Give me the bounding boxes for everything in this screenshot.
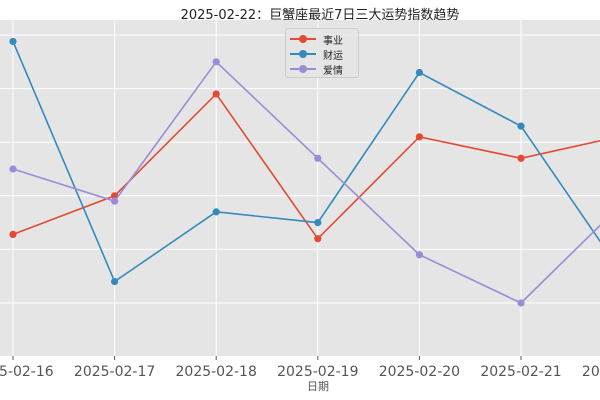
legend: 事业 财运 爱情: [285, 28, 359, 78]
data-point: [212, 90, 220, 98]
series-财运: [9, 37, 600, 286]
x-tick-label: 2025-02-21: [480, 364, 561, 380]
data-point: [9, 37, 17, 46]
x-tick-label: 2025-02-19: [277, 364, 358, 380]
data-point: [314, 154, 322, 162]
data-point: [517, 299, 525, 307]
legend-marker-icon: [290, 34, 316, 44]
x-tick-label: 2025-02-17: [74, 364, 155, 380]
chart-title: 2025-02-22：巨蟹座最近7日三大运势指数趋势: [180, 8, 460, 23]
x-axis: 2025-02-16 2025-02-17 2025-02-18 2025-02-19…: [0, 356, 600, 380]
legend-item: 事业: [290, 32, 343, 47]
x-tick-label: 2025-02-22: [582, 364, 600, 380]
x-tick-label: 2025-02-20: [379, 364, 460, 380]
series-爱情: [9, 58, 600, 307]
legend-item: 财运: [290, 47, 343, 62]
legend-label: 爱情: [323, 65, 343, 77]
data-point: [212, 58, 220, 66]
x-tick-label: 2025-02-18: [176, 364, 257, 380]
data-point: [415, 133, 423, 141]
data-point: [517, 122, 525, 130]
data-point: [111, 197, 119, 205]
series-lines: [9, 37, 600, 307]
series-事业: [9, 90, 600, 243]
x-axis-label: 日期: [307, 380, 329, 393]
legend-marker-icon: [290, 64, 316, 74]
data-point: [9, 230, 17, 238]
legend-item: 爱情: [290, 62, 343, 77]
legend-marker-icon: [290, 49, 316, 59]
x-tick-label: 2025-02-16: [0, 364, 54, 380]
data-point: [415, 68, 423, 77]
data-point: [111, 277, 119, 286]
data-point: [314, 219, 322, 227]
legend-label: 财运: [323, 50, 343, 62]
data-point: [9, 165, 17, 173]
legend-label: 事业: [323, 35, 343, 47]
data-point: [517, 154, 525, 162]
data-point: [415, 251, 423, 259]
data-point: [314, 235, 322, 243]
data-point: [212, 208, 220, 216]
